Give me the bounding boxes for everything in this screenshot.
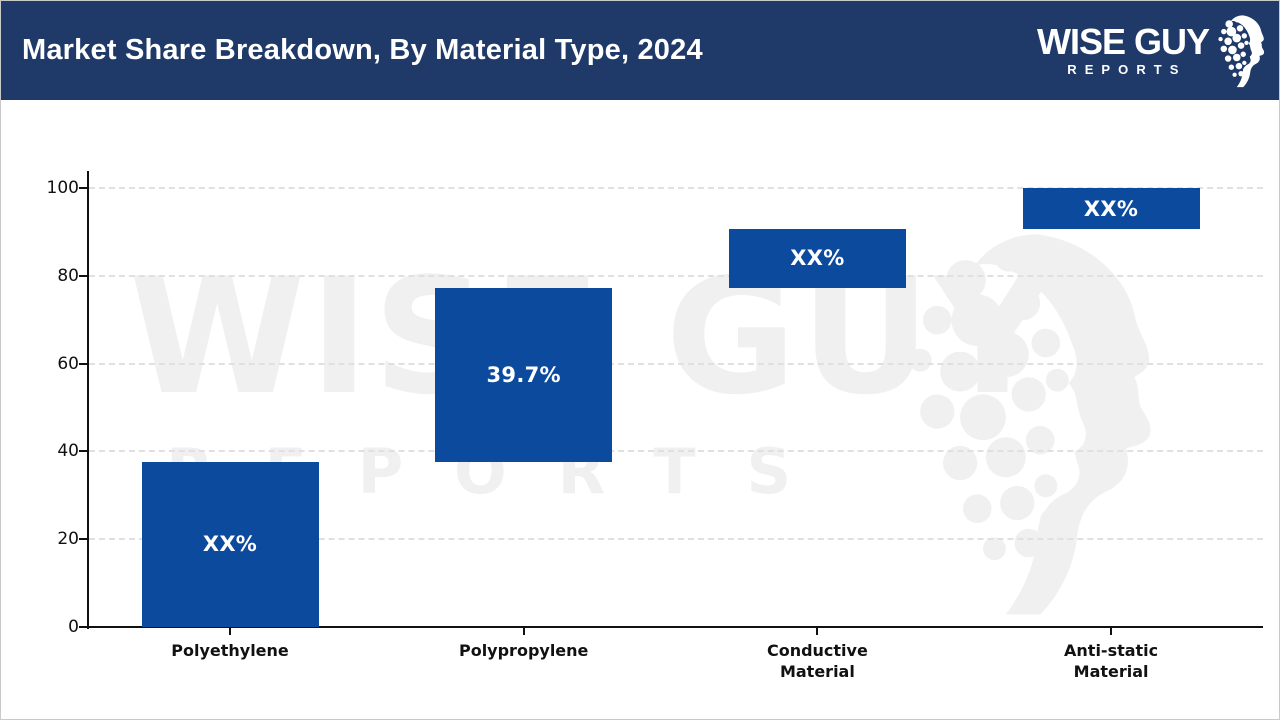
- y-tick-mark: [79, 274, 87, 277]
- gridline: [89, 187, 1263, 189]
- bar-segment: 39.7%: [435, 287, 613, 462]
- y-tick-mark: [79, 362, 87, 365]
- gridline: [89, 538, 1263, 541]
- bar-segment: XX%: [1022, 188, 1200, 230]
- y-tick-label: 40: [57, 441, 79, 462]
- gridline: [89, 274, 1263, 277]
- wiseguy-logo: WISE GUY REPORTS: [1037, 13, 1267, 89]
- bar-segment: XX%: [141, 461, 319, 627]
- y-tick-label: 20: [57, 529, 79, 550]
- y-tick-label: 60: [57, 353, 79, 374]
- logo-reports-label: REPORTS: [1067, 62, 1187, 77]
- y-tick-mark: [79, 450, 87, 453]
- header: Market Share Breakdown, By Material Type…: [1, 1, 1279, 100]
- x-category-label: Anti-static Material: [1064, 641, 1159, 681]
- y-tick-mark: [79, 626, 87, 628]
- gridline: [89, 362, 1263, 365]
- y-tick-mark: [79, 187, 87, 189]
- wiseguy-head-icon: [1213, 13, 1267, 89]
- y-tick-mark: [79, 538, 87, 541]
- x-category-label: Polyethylene: [171, 641, 289, 660]
- x-category-label: Polypropylene: [458, 641, 589, 660]
- x-tick-mark: [229, 628, 231, 635]
- x-tick-mark: [1110, 628, 1113, 635]
- logo-wordmark: WISE GUY: [1036, 21, 1210, 62]
- bar-value-label: XX%: [790, 246, 845, 271]
- y-axis-line: [87, 171, 89, 629]
- gridline: [89, 450, 1263, 453]
- y-tick-label: 80: [57, 265, 79, 286]
- page-title: Market Share Breakdown, By Material Type…: [22, 34, 703, 66]
- bar-value-label: XX%: [202, 532, 258, 557]
- x-tick-mark: [522, 628, 525, 635]
- y-tick-label: 100: [46, 178, 79, 198]
- x-tick-mark: [816, 628, 819, 635]
- bar-value-label: XX%: [1083, 196, 1139, 221]
- y-tick-label: 0: [68, 617, 79, 637]
- x-axis-line: [87, 626, 1263, 628]
- bar-segment: XX%: [728, 229, 906, 288]
- logo-text: WISE GUY REPORTS: [1036, 21, 1210, 78]
- bar-value-label: 39.7%: [486, 362, 561, 387]
- x-category-label: Conductive Material: [766, 641, 868, 681]
